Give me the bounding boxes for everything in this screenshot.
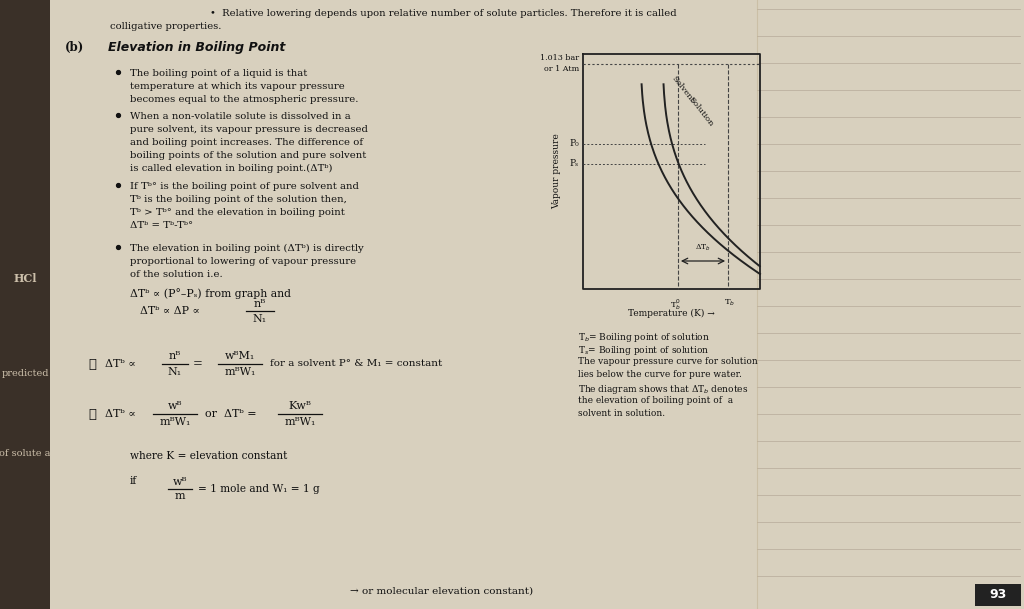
Text: N₁: N₁ bbox=[168, 367, 182, 377]
Text: T$_s$= Boiling point of solution: T$_s$= Boiling point of solution bbox=[578, 344, 710, 357]
Text: T$_b$: T$_b$ bbox=[724, 297, 735, 308]
Text: Kwᴮ: Kwᴮ bbox=[289, 401, 311, 411]
Text: wᴮM₁: wᴮM₁ bbox=[225, 351, 255, 361]
Text: of the solution i.e.: of the solution i.e. bbox=[130, 270, 223, 279]
Text: temperature at which its vapour pressure: temperature at which its vapour pressure bbox=[130, 82, 345, 91]
Text: of solute a: of solute a bbox=[0, 449, 50, 459]
Text: The diagram shows that ΔT$_b$ denotes: The diagram shows that ΔT$_b$ denotes bbox=[578, 383, 749, 396]
Text: proportional to lowering of vapour pressure: proportional to lowering of vapour press… bbox=[130, 257, 356, 266]
Text: T$_b^0$: T$_b^0$ bbox=[671, 297, 682, 312]
Text: where K = elevation constant: where K = elevation constant bbox=[130, 451, 288, 461]
Text: Tᵇ > Tᵇ° and the elevation in boiling point: Tᵇ > Tᵇ° and the elevation in boiling po… bbox=[130, 208, 345, 217]
Text: wᴮ: wᴮ bbox=[173, 477, 187, 487]
Text: T$_b$= Boiling point of solution: T$_b$= Boiling point of solution bbox=[578, 331, 710, 344]
Text: wᴮ: wᴮ bbox=[168, 401, 182, 411]
Text: The vapour pressure curve for solution: The vapour pressure curve for solution bbox=[578, 357, 758, 366]
Text: or 1 Atm: or 1 Atm bbox=[544, 65, 579, 73]
Text: mᴮW₁: mᴮW₁ bbox=[160, 417, 190, 427]
Text: N₁: N₁ bbox=[253, 314, 267, 324]
FancyBboxPatch shape bbox=[48, 0, 1024, 609]
Text: → or molecular elevation constant): → or molecular elevation constant) bbox=[350, 586, 534, 596]
Text: nᴮ: nᴮ bbox=[254, 299, 266, 309]
Text: if: if bbox=[130, 476, 137, 486]
Text: •  Relative lowering depends upon relative number of solute particles. Therefore: • Relative lowering depends upon relativ… bbox=[210, 9, 677, 18]
Text: =: = bbox=[193, 357, 203, 370]
FancyBboxPatch shape bbox=[975, 584, 1021, 606]
Text: predicted: predicted bbox=[1, 370, 49, 379]
Text: m: m bbox=[175, 491, 185, 501]
Text: ∴: ∴ bbox=[88, 357, 96, 370]
Text: Temperature (K) →: Temperature (K) → bbox=[628, 309, 715, 318]
FancyBboxPatch shape bbox=[0, 0, 50, 609]
Text: When a non-volatile solute is dissolved in a: When a non-volatile solute is dissolved … bbox=[130, 112, 351, 121]
Text: The elevation in boiling point (ΔTᵇ) is directly: The elevation in boiling point (ΔTᵇ) is … bbox=[130, 244, 364, 253]
Text: for a solvent P° & M₁ = constant: for a solvent P° & M₁ = constant bbox=[270, 359, 442, 368]
Text: 1.013 bar: 1.013 bar bbox=[540, 54, 579, 62]
Text: mᴮW₁: mᴮW₁ bbox=[224, 367, 256, 377]
Text: solvent in solution.: solvent in solution. bbox=[578, 409, 666, 418]
Text: nᴮ: nᴮ bbox=[169, 351, 181, 361]
Text: is called elevation in boiling point.(ΔTᵇ): is called elevation in boiling point.(ΔT… bbox=[130, 164, 333, 173]
Text: the elevation of boiling point of  a: the elevation of boiling point of a bbox=[578, 396, 733, 405]
Text: ΔT$_b$: ΔT$_b$ bbox=[695, 242, 711, 253]
Text: colligative properties.: colligative properties. bbox=[110, 22, 221, 31]
Text: ∴: ∴ bbox=[88, 407, 96, 420]
Text: (b): (b) bbox=[65, 41, 84, 54]
Text: If Tᵇ° is the boiling point of pure solvent and: If Tᵇ° is the boiling point of pure solv… bbox=[130, 182, 358, 191]
Text: ΔTᵇ ∝ ΔP ∝: ΔTᵇ ∝ ΔP ∝ bbox=[140, 306, 200, 316]
Text: ΔTᵇ = Tᵇ-Tᵇ°: ΔTᵇ = Tᵇ-Tᵇ° bbox=[130, 221, 194, 230]
Text: Solution: Solution bbox=[687, 96, 715, 128]
Text: or  ΔTᵇ =: or ΔTᵇ = bbox=[205, 409, 257, 419]
Text: The boiling point of a liquid is that: The boiling point of a liquid is that bbox=[130, 69, 307, 78]
Text: Pₛ: Pₛ bbox=[570, 160, 579, 169]
Text: Vapour pressure: Vapour pressure bbox=[553, 133, 561, 209]
Text: Solvent: Solvent bbox=[670, 74, 696, 104]
Text: 93: 93 bbox=[989, 588, 1007, 602]
Text: pure solvent, its vapour pressure is decreased: pure solvent, its vapour pressure is dec… bbox=[130, 125, 368, 134]
Text: and boiling point increases. The difference of: and boiling point increases. The differe… bbox=[130, 138, 364, 147]
Text: Tᵇ is the boiling point of the solution then,: Tᵇ is the boiling point of the solution … bbox=[130, 195, 347, 204]
Text: ΔTᵇ ∝: ΔTᵇ ∝ bbox=[105, 359, 136, 369]
Text: ΔTᵇ ∝ (P°–Pₛ) from graph and: ΔTᵇ ∝ (P°–Pₛ) from graph and bbox=[130, 288, 291, 299]
Text: boiling points of the solution and pure solvent: boiling points of the solution and pure … bbox=[130, 151, 367, 160]
Text: lies below the curve for pure water.: lies below the curve for pure water. bbox=[578, 370, 741, 379]
Text: Elevation in Boiling Point: Elevation in Boiling Point bbox=[108, 41, 286, 54]
Text: becomes equal to the atmospheric pressure.: becomes equal to the atmospheric pressur… bbox=[130, 95, 358, 104]
Text: HCl: HCl bbox=[13, 273, 37, 284]
Text: ΔTᵇ ∝: ΔTᵇ ∝ bbox=[105, 409, 136, 419]
Text: P₀: P₀ bbox=[569, 139, 579, 149]
Text: mᴮW₁: mᴮW₁ bbox=[285, 417, 315, 427]
Text: = 1 mole and W₁ = 1 g: = 1 mole and W₁ = 1 g bbox=[198, 484, 319, 494]
